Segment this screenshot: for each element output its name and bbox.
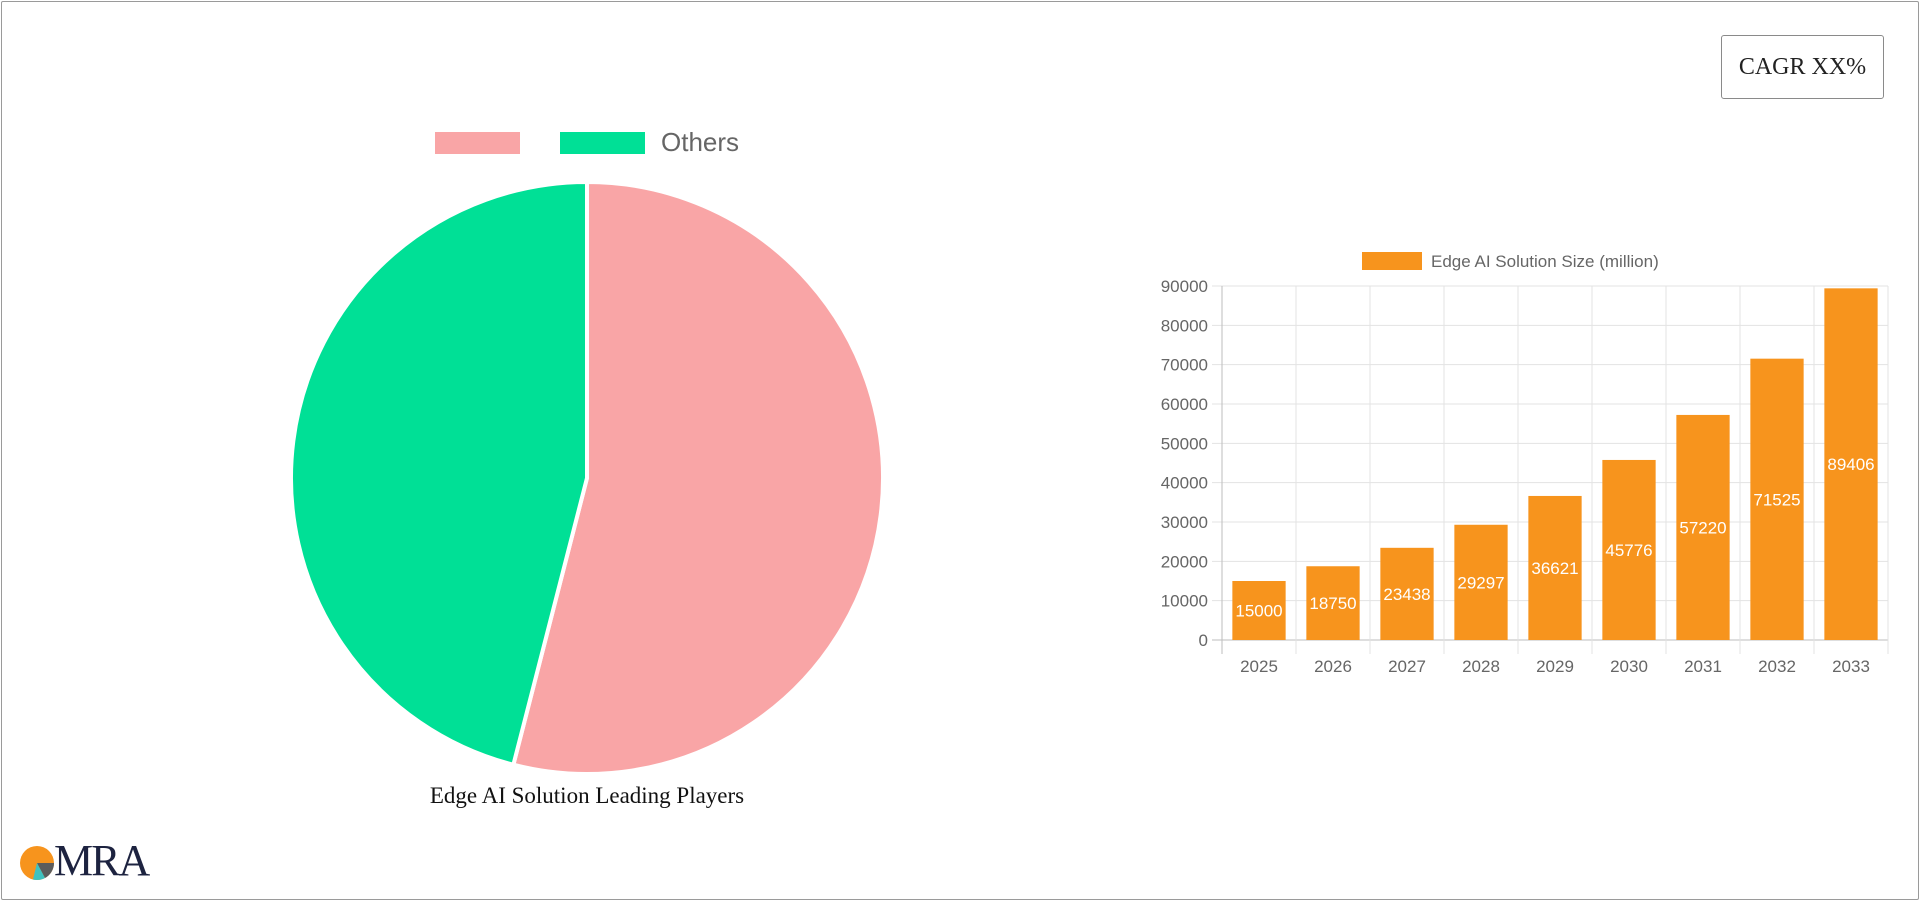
pie-legend-label: Others bbox=[661, 127, 739, 157]
bar-2025[interactable] bbox=[1232, 581, 1286, 640]
x-tick-label: 2029 bbox=[1536, 657, 1574, 676]
mra-logo: MRA bbox=[19, 838, 159, 884]
y-tick-label: 70000 bbox=[1161, 356, 1208, 375]
bar-2029[interactable] bbox=[1528, 495, 1582, 640]
y-tick-label: 20000 bbox=[1161, 552, 1208, 571]
logo-mark-icon bbox=[20, 846, 54, 880]
bar-value-label: 57220 bbox=[1679, 518, 1726, 537]
bar-2027[interactable] bbox=[1380, 547, 1434, 640]
pie-slice-unlabeled[interactable] bbox=[510, 179, 885, 776]
bar-value-label: 45776 bbox=[1605, 541, 1652, 560]
y-tick-label: 10000 bbox=[1161, 592, 1208, 611]
y-tick-label: 50000 bbox=[1161, 434, 1208, 453]
bar-value-label: 29297 bbox=[1457, 573, 1504, 592]
x-tick-label: 2025 bbox=[1240, 657, 1278, 676]
bar-value-label: 15000 bbox=[1235, 602, 1282, 621]
y-tick-label: 90000 bbox=[1161, 277, 1208, 296]
bar-2031[interactable] bbox=[1676, 414, 1730, 640]
bar-value-label: 71525 bbox=[1753, 490, 1800, 509]
bar-2030[interactable] bbox=[1602, 459, 1656, 640]
y-tick-label: 80000 bbox=[1161, 316, 1208, 335]
pie-chart-title: Edge AI Solution Leading Players bbox=[429, 783, 745, 808]
bar-2033[interactable] bbox=[1824, 288, 1878, 640]
x-tick-label: 2032 bbox=[1758, 657, 1796, 676]
y-tick-label: 30000 bbox=[1161, 513, 1208, 532]
x-tick-label: 2030 bbox=[1610, 657, 1648, 676]
bar-legend-label: Edge AI Solution Size (million) bbox=[1431, 252, 1659, 271]
x-tick-label: 2031 bbox=[1684, 657, 1722, 676]
y-tick-label: 40000 bbox=[1161, 474, 1208, 493]
y-tick-label: 0 bbox=[1199, 631, 1208, 650]
x-tick-label: 2026 bbox=[1314, 657, 1352, 676]
bar-2028[interactable] bbox=[1454, 524, 1508, 640]
pie-slice-others[interactable] bbox=[289, 179, 589, 768]
logo-text: MRA bbox=[54, 836, 150, 885]
bar-value-label: 89406 bbox=[1827, 455, 1874, 474]
cagr-badge: CAGR XX% bbox=[1721, 35, 1884, 99]
bar-legend-swatch bbox=[1362, 252, 1422, 270]
pie-chart: Others bbox=[289, 127, 885, 776]
x-tick-label: 2027 bbox=[1388, 657, 1426, 676]
bar-2026[interactable] bbox=[1306, 566, 1360, 640]
bar-value-label: 18750 bbox=[1309, 594, 1356, 613]
bar-value-label: 23438 bbox=[1383, 585, 1430, 604]
bar-2032[interactable] bbox=[1750, 358, 1804, 640]
x-tick-label: 2028 bbox=[1462, 657, 1500, 676]
pie-legend-swatch bbox=[435, 132, 520, 154]
bar-value-label: 36621 bbox=[1531, 559, 1578, 578]
pie-legend-swatch bbox=[560, 132, 645, 154]
x-tick-label: 2033 bbox=[1832, 657, 1870, 676]
y-tick-label: 60000 bbox=[1161, 395, 1208, 414]
